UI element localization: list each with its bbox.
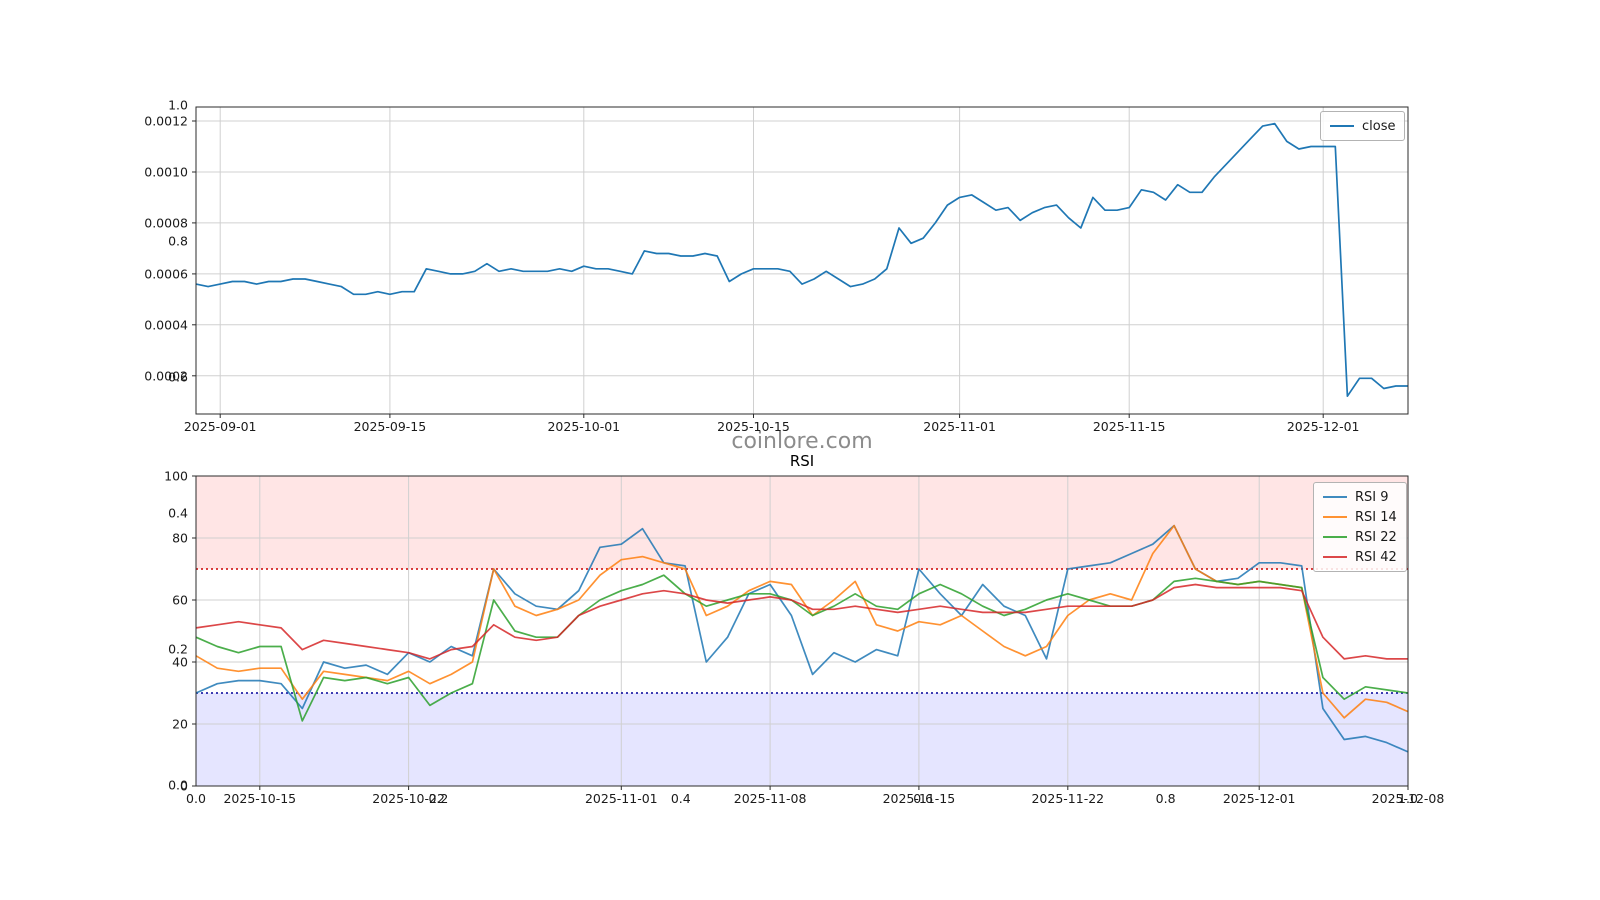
overlay-y-tick-label: 0.8 [168, 234, 188, 249]
x-tick-label: 2025-11-01 [923, 419, 996, 434]
x-tick-label: 2025-10-15 [717, 419, 790, 434]
y-tick-label: 0.0002 [144, 368, 188, 383]
x-tick-label: 2025-12-01 [1223, 791, 1296, 806]
overlay-x-tick-label: 0.0 [186, 791, 206, 806]
rsi42-line-swatch [1323, 556, 1347, 558]
y-tick-label: 100 [164, 469, 188, 484]
x-tick-label: 2025-11-01 [585, 791, 658, 806]
x-tick-label: 2025-12-08 [1372, 791, 1445, 806]
y-tick-label: 80 [172, 531, 188, 546]
y-tick-label: 0.0010 [144, 165, 188, 180]
overlay-x-tick-label: 1.0 [1398, 791, 1418, 806]
rsi-chart-title: RSI [789, 452, 815, 470]
rsi9-line-swatch [1323, 496, 1347, 498]
price-legend: close [1320, 111, 1406, 141]
overlay-y-tick-label: 1.0 [168, 98, 188, 113]
overlay-x-tick-label: 0.4 [671, 791, 691, 806]
x-tick-label: 2025-10-15 [223, 791, 296, 806]
line-rsi-22 [195, 574, 1409, 722]
y-tick-label: 60 [172, 593, 188, 608]
y-tick-label: 0.0012 [144, 114, 188, 129]
overlay-y-tick-label: 0.0 [168, 778, 188, 793]
legend-item-rsi-9: RSI 9 [1323, 487, 1397, 507]
x-tick-label: 2025-09-01 [184, 419, 257, 434]
overlay-x-tick-label: 0.8 [1156, 791, 1176, 806]
x-tick-label: 2025-10-22 [372, 791, 445, 806]
y-tick-label: 40 [172, 655, 188, 670]
x-tick-label: 2025-11-22 [1031, 791, 1104, 806]
overbought-region [196, 476, 1408, 569]
x-tick-label: 2025-11-08 [734, 791, 807, 806]
x-tick-label: 2025-09-15 [354, 419, 427, 434]
oversold-region [196, 693, 1408, 786]
x-tick-label: 2025-12-01 [1287, 419, 1360, 434]
y-tick-label: 0.0008 [144, 215, 188, 230]
legend-label-rsi-22: RSI 22 [1355, 529, 1397, 545]
rsi14-line-swatch [1323, 516, 1347, 518]
legend-label-close: close [1362, 118, 1396, 134]
legend-label-rsi-14: RSI 14 [1355, 509, 1397, 525]
y-tick-label: 0 [180, 779, 188, 794]
x-tick-label: 2025-10-01 [547, 419, 620, 434]
overlay-y-tick-label: 0.2 [168, 642, 188, 657]
legend-item-rsi-22: RSI 22 [1323, 527, 1397, 547]
y-tick-label: 0.0006 [144, 266, 188, 281]
y-tick-label: 20 [172, 717, 188, 732]
legend-item-rsi-42: RSI 42 [1323, 547, 1397, 567]
legend-label-rsi-9: RSI 9 [1355, 489, 1389, 505]
close-line-swatch [1330, 125, 1354, 127]
watermark-text: coinlore.com [731, 429, 873, 454]
overlay-y-tick-label: 0.6 [168, 370, 188, 385]
legend-item-rsi-14: RSI 14 [1323, 507, 1397, 527]
y-tick-label: 0.0004 [144, 317, 188, 332]
legend-label-rsi-42: RSI 42 [1355, 549, 1397, 565]
x-tick-label: 2025-11-15 [1093, 419, 1166, 434]
line-rsi-42 [195, 583, 1408, 660]
overlay-y-tick-label: 0.4 [168, 506, 188, 521]
x-tick-label: 2025-11-15 [883, 791, 956, 806]
plot-border [195, 475, 1409, 787]
plot-border [195, 106, 1409, 415]
legend-item-close: close [1330, 116, 1395, 136]
rsi-legend: RSI 9 RSI 14 RSI 22 RSI 42 [1313, 482, 1407, 572]
overlay-x-tick-label: 0.2 [428, 791, 448, 806]
line-rsi-14 [195, 524, 1409, 719]
rsi22-line-swatch [1323, 536, 1347, 538]
line-close [195, 122, 1408, 398]
overlay-x-tick-label: 0.6 [913, 791, 933, 806]
